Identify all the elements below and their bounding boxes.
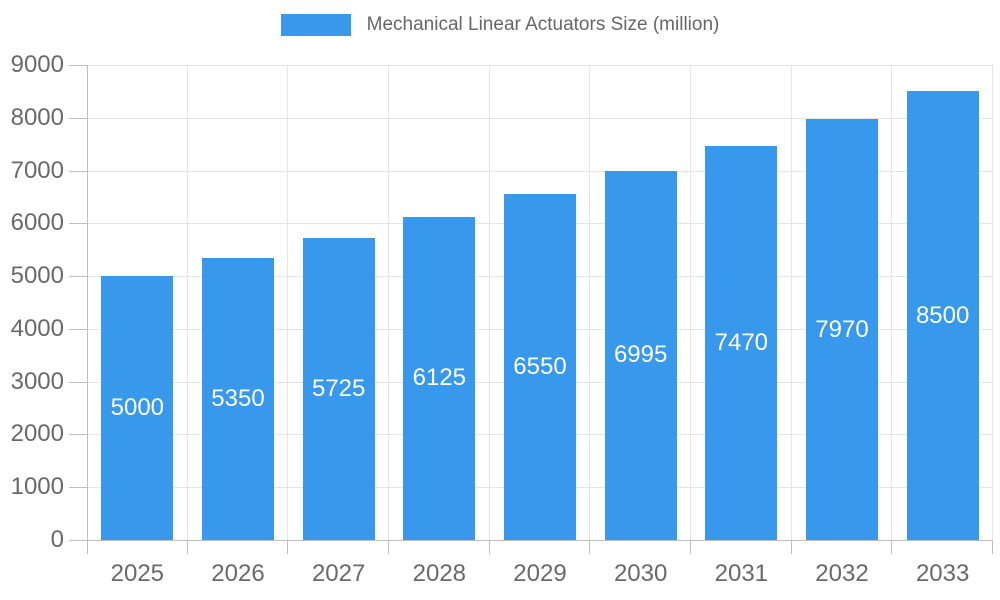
x-axis-tick: [488, 540, 490, 554]
x-axis-tick: [87, 540, 88, 554]
x-gridline: [287, 65, 289, 540]
y-axis-tick: [69, 276, 87, 278]
bar-2026: 5350: [202, 257, 274, 540]
bar-value-label: 6550: [513, 353, 567, 381]
bar-2032: 7970: [806, 119, 878, 540]
x-gridline: [690, 65, 691, 540]
bar-value-label: 7470: [714, 328, 769, 356]
bar-value-label: 6995: [613, 341, 668, 369]
bar-2027: 5725: [302, 237, 375, 540]
x-axis-tick: [287, 540, 289, 554]
x-gridline: [790, 65, 792, 540]
y-axis-tick: [69, 223, 87, 225]
x-axis-label-2032: 2032: [815, 560, 869, 587]
x-axis-label-2031: 2031: [714, 560, 769, 587]
bar-value-label: 5725: [311, 374, 366, 402]
y-axis-label: 1000: [10, 473, 64, 501]
x-gridline: [992, 65, 993, 540]
x-gridline: [589, 65, 591, 540]
bar-value-label: 8500: [915, 301, 970, 329]
y-axis-tick: [69, 434, 87, 436]
y-axis-tick: [69, 65, 87, 66]
y-axis-label: 4000: [10, 314, 64, 342]
bar-2025: 5000: [101, 276, 174, 540]
x-gridline: [186, 65, 188, 540]
legend-swatch: [280, 14, 351, 36]
y-axis-label: 9000: [10, 51, 64, 78]
x-axis-label-2026: 2026: [211, 560, 265, 587]
y-axis-label: 5000: [10, 262, 64, 290]
x-axis-label-2028: 2028: [412, 560, 467, 587]
y-axis-tick: [69, 487, 87, 489]
x-axis-tick: [186, 540, 188, 554]
x-axis-line: [87, 540, 993, 541]
legend-item[interactable]: Mechanical Linear Actuators Size (millio…: [0, 14, 1000, 36]
bar-value-label: 5000: [110, 394, 165, 422]
x-axis-label-2029: 2029: [513, 560, 567, 587]
x-axis-label-2027: 2027: [311, 560, 366, 587]
y-axis-label: 0: [50, 526, 64, 553]
x-axis-tick: [790, 540, 792, 554]
bar-value-label: 7970: [815, 315, 869, 343]
plot-area: 0 1000 2000 3000 4000 5000 6000 7000 8000 9000 500…: [11, 51, 993, 587]
legend-label: Mechanical Linear Actuators Size (millio…: [366, 14, 720, 35]
bar-2029: 6550: [504, 194, 576, 540]
y-axis-label: 7000: [10, 156, 64, 184]
y-axis-label: 6000: [10, 209, 64, 237]
bar-2031: 7470: [705, 145, 778, 540]
x-gridline: [488, 65, 490, 540]
y-axis-label: 2000: [10, 420, 64, 448]
bar-value-label: 6125: [412, 364, 467, 392]
x-axis-tick: [992, 540, 993, 554]
x-axis-label-2030: 2030: [613, 560, 668, 587]
bar-2033: 8500: [906, 91, 979, 540]
y-axis-tick: [69, 170, 87, 172]
x-axis-label-2025: 2025: [110, 560, 165, 587]
y-axis-tick: [69, 117, 87, 119]
y-axis-tick: [69, 381, 87, 383]
bar-2030: 6995: [604, 170, 677, 540]
bar-value-label: 5350: [211, 384, 265, 412]
x-axis-tick: [891, 540, 893, 554]
x-axis-label-2033: 2033: [915, 560, 970, 587]
y-axis-line: [87, 65, 88, 540]
x-axis-tick: [690, 540, 691, 554]
y-axis-label: 3000: [10, 367, 64, 395]
y-axis-tick: [69, 540, 87, 541]
x-gridline: [891, 65, 893, 540]
y-axis-label: 8000: [10, 103, 64, 131]
bar-2028: 6125: [403, 216, 476, 540]
y-gridline: [87, 65, 993, 66]
x-axis-tick: [589, 540, 591, 554]
y-axis-tick: [69, 328, 87, 330]
x-axis-tick: [388, 540, 389, 554]
x-gridline: [388, 65, 389, 540]
